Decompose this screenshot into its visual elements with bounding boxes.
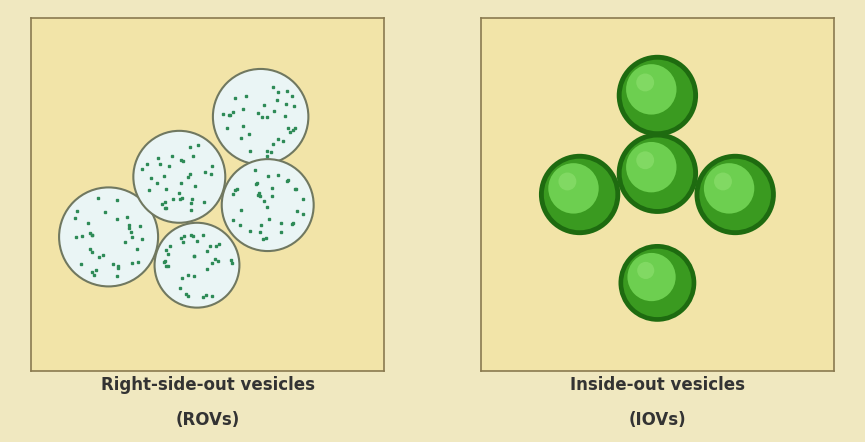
Text: (IOVs): (IOVs) xyxy=(629,411,686,429)
Circle shape xyxy=(622,137,693,209)
Circle shape xyxy=(700,159,771,230)
Circle shape xyxy=(59,187,158,286)
Circle shape xyxy=(539,154,620,235)
Circle shape xyxy=(627,253,676,301)
Circle shape xyxy=(213,69,309,164)
Circle shape xyxy=(618,244,696,322)
Text: Right-side-out vesicles: Right-side-out vesicles xyxy=(100,376,315,393)
Text: (ROVs): (ROVs) xyxy=(176,411,240,429)
Circle shape xyxy=(623,249,692,317)
Circle shape xyxy=(622,60,693,131)
Circle shape xyxy=(617,133,698,214)
Circle shape xyxy=(695,154,776,235)
Circle shape xyxy=(617,55,698,136)
Circle shape xyxy=(548,163,599,213)
Circle shape xyxy=(714,172,732,191)
Circle shape xyxy=(626,64,676,114)
Circle shape xyxy=(704,163,754,213)
Circle shape xyxy=(626,142,676,192)
Circle shape xyxy=(221,159,314,251)
Circle shape xyxy=(638,262,654,279)
Circle shape xyxy=(559,172,576,191)
Circle shape xyxy=(637,151,654,169)
Circle shape xyxy=(155,223,240,308)
Text: Inside-out vesicles: Inside-out vesicles xyxy=(570,376,745,393)
Circle shape xyxy=(133,131,225,223)
Circle shape xyxy=(637,73,654,91)
Circle shape xyxy=(544,159,615,230)
